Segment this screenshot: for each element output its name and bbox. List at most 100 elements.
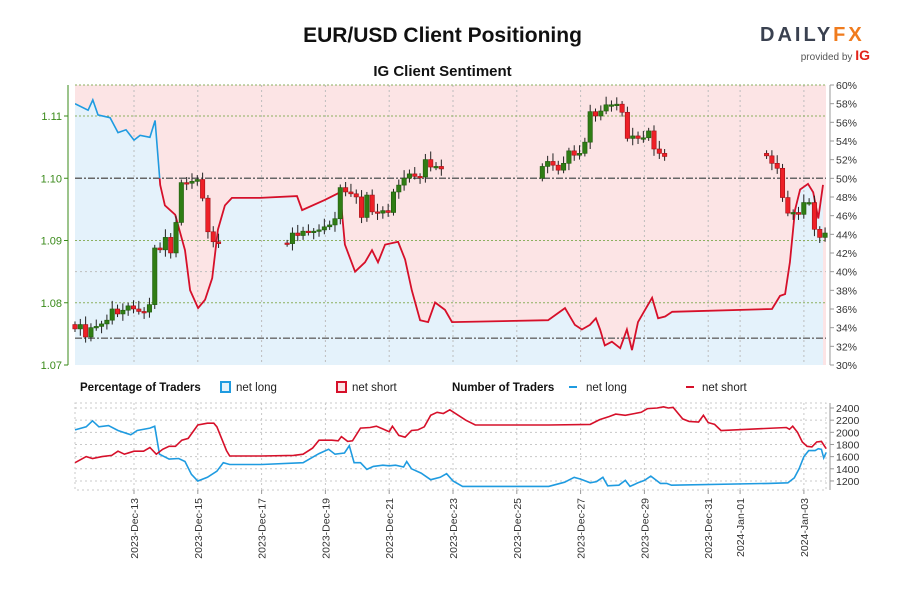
candle-up <box>433 166 439 169</box>
candle-down <box>305 230 311 233</box>
candle-up <box>561 163 567 171</box>
legend-pct-long: net long <box>236 382 277 394</box>
candle-down <box>141 311 147 314</box>
candle-up <box>194 179 200 182</box>
price-tick-label: 1.09 <box>41 236 62 248</box>
count-tick-label: 2400 <box>836 403 860 415</box>
legend-number-title: Number of Traders <box>452 382 554 394</box>
pct-tick-label: 38% <box>836 285 857 297</box>
dailyfx-logo: DAILYFX provided by IG <box>760 24 870 63</box>
candle-down <box>795 212 801 215</box>
candle-down <box>136 308 142 312</box>
candle-down <box>130 305 136 310</box>
date-tick-label: 2024-Jan-03 <box>799 498 811 557</box>
candle-down <box>785 197 791 214</box>
candle-down <box>375 211 381 214</box>
candle-up <box>178 182 184 223</box>
count-tick-label: 1600 <box>836 452 860 464</box>
candle-down <box>428 159 434 168</box>
price-tick-label: 1.11 <box>41 111 62 123</box>
candle-up <box>640 137 646 140</box>
logo-provider: IG <box>855 47 870 63</box>
candles <box>72 96 828 343</box>
candle-up <box>311 230 317 233</box>
count-tick-label: 1200 <box>836 476 860 488</box>
count-tick-label: 2200 <box>836 415 860 427</box>
candle-down <box>438 166 444 170</box>
candle-down <box>780 167 786 198</box>
candle-up <box>822 232 828 238</box>
candle-down <box>184 182 190 185</box>
candle-up <box>598 110 604 117</box>
candle-down <box>385 210 391 213</box>
candle-down <box>353 193 359 198</box>
candle-up <box>104 319 110 325</box>
candle-up <box>582 141 588 154</box>
candle-up <box>603 104 609 112</box>
candle-down <box>168 237 174 254</box>
candle-up <box>327 224 333 228</box>
legend-pct-short: net short <box>352 382 398 394</box>
candle-up <box>88 327 94 338</box>
date-tick-label: 2023-Dec-19 <box>320 498 332 559</box>
candle-up <box>316 229 322 232</box>
candle-up <box>93 326 99 329</box>
axes: 1.07 1.08 1.09 1.10 1.11 30% 32% 34% 36% 38% 40% 42… <box>41 80 860 559</box>
date-tick-label: 2024-Jan-01 <box>735 498 747 557</box>
pct-tick-label: 34% <box>836 323 857 335</box>
candle-up <box>539 166 545 179</box>
candle-down <box>592 111 598 117</box>
pct-tick-label: 46% <box>836 211 857 223</box>
net-short-count-line <box>74 405 827 464</box>
pct-tick-label: 48% <box>836 192 857 204</box>
candle-down <box>343 187 349 193</box>
candle-up <box>401 177 407 186</box>
candle-up <box>152 247 158 305</box>
candle-down <box>210 231 216 243</box>
candle-down <box>72 324 78 330</box>
date-tick-label: 2023-Dec-15 <box>193 498 205 559</box>
grid-lines <box>74 84 827 491</box>
chart-subtitle: IG Client Sentiment <box>373 63 512 80</box>
pct-tick-label: 56% <box>836 117 857 129</box>
candle-down <box>656 148 662 154</box>
candle-down <box>571 150 577 156</box>
candle-up <box>390 191 396 213</box>
candle-down <box>83 324 89 338</box>
price-tick-label: 1.07 <box>41 360 62 372</box>
candle-down <box>348 191 354 195</box>
legend-pct-short-swatch <box>336 381 347 393</box>
candle-down <box>619 103 625 113</box>
candle-up <box>364 194 370 218</box>
candle-down <box>284 242 290 245</box>
candle-up <box>646 130 652 139</box>
lower-panel-frame <box>74 402 827 491</box>
candle-down <box>817 228 823 238</box>
candle-down <box>157 247 163 251</box>
pct-tick-label: 54% <box>836 136 857 148</box>
candle-down <box>550 161 556 166</box>
candle-up <box>99 323 105 327</box>
legend-percentage-title: Percentage of Traders <box>80 382 201 394</box>
legend-num-long: net long <box>586 382 627 394</box>
logo-brand-accent: FX <box>833 24 865 46</box>
pct-tick-label: 50% <box>836 173 857 185</box>
logo-provided-by: provided by IG <box>760 47 870 63</box>
candle-up <box>608 104 614 107</box>
date-tick-label: 2023-Dec-21 <box>384 498 396 559</box>
candle-up <box>332 218 338 226</box>
pct-tick-label: 58% <box>836 99 857 111</box>
count-tick-label: 1400 <box>836 464 860 476</box>
candle-down <box>662 153 668 157</box>
candle-down <box>115 308 121 315</box>
candle-up <box>790 212 796 215</box>
pct-tick-label: 44% <box>836 229 857 241</box>
chart-title: EUR/USD Client Positioning <box>303 24 582 47</box>
candle-up <box>806 202 812 205</box>
date-tick-label: 2023-Dec-23 <box>448 498 460 559</box>
candle-up <box>422 159 428 178</box>
date-tick-label: 2023-Dec-25 <box>512 498 524 559</box>
pct-tick-label: 52% <box>836 155 857 167</box>
candle-down <box>764 153 770 157</box>
net-short-pct-line <box>158 178 824 351</box>
